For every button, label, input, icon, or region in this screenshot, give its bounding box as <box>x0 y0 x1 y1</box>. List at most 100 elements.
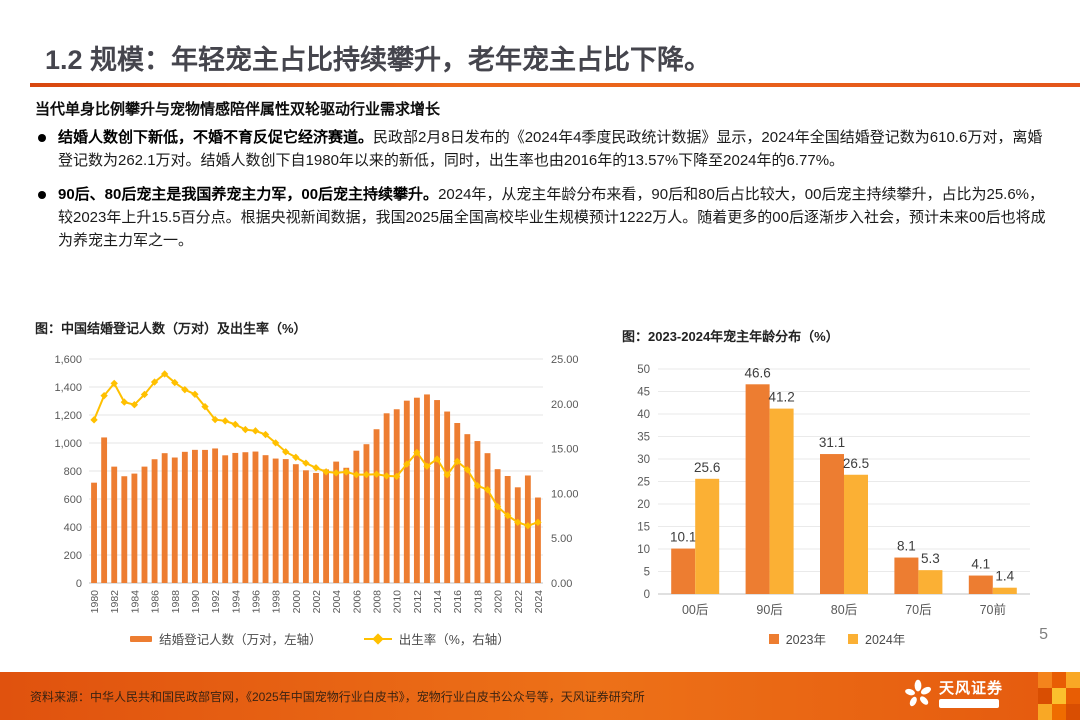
bullet-dot-icon <box>38 134 46 142</box>
svg-text:1992: 1992 <box>210 590 222 614</box>
legend-label: 结婚登记人数（万对，左轴） <box>159 633 322 647</box>
flower-icon <box>905 679 931 707</box>
bullet-list: 结婚人数创下新低，不婚不育反促它经济赛道。民政部2月8日发布的《2024年4季度… <box>38 126 1046 263</box>
svg-text:1982: 1982 <box>109 590 121 614</box>
svg-text:0: 0 <box>644 589 650 601</box>
svg-text:00后: 00后 <box>682 603 708 617</box>
logo-wordmark: 天风证券 <box>939 679 1004 697</box>
svg-text:400: 400 <box>64 522 82 534</box>
svg-text:20.00: 20.00 <box>551 399 579 411</box>
bullet-body: 民政部2月8日发布的《2024年4季度民政统计数据》显示，2024年全国结婚登记… <box>58 129 1043 169</box>
svg-text:70前: 70前 <box>980 602 1006 617</box>
logo-text-block: 天风证券 <box>939 679 1004 708</box>
figure-marriage-birthrate: 图：中国结婚登记人数（万对）及出生率（%） 1,600 1,400 1,200 1,0… <box>35 318 605 648</box>
svg-text:1,400: 1,400 <box>54 382 82 394</box>
bullet-text: 90后、80后宠主是我国养宠主力军，00后宠主持续攀升。2024年，从宠主年龄分… <box>58 183 1046 252</box>
svg-text:600: 600 <box>64 494 82 506</box>
svg-text:10.1: 10.1 <box>670 530 696 545</box>
svg-text:50: 50 <box>637 364 650 376</box>
svg-text:46.6: 46.6 <box>744 365 770 380</box>
svg-text:70后: 70后 <box>905 603 931 617</box>
svg-text:5.00: 5.00 <box>551 533 572 545</box>
svg-text:2024: 2024 <box>533 590 545 614</box>
svg-text:200: 200 <box>64 550 82 562</box>
marriage-birthrate-chart: 1,600 1,400 1,200 1,000 800 600 400 200 0 25.00 20… <box>35 345 605 625</box>
square-swatch-icon <box>848 633 858 644</box>
bullet-body: 2024年，从宠主年龄分布来看，90后和80后占比较大，00后宠主持续攀升，占比… <box>58 186 1046 249</box>
bullet-item: 90后、80后宠主是我国养宠主力军，00后宠主持续攀升。2024年，从宠主年龄分… <box>38 183 1046 252</box>
svg-text:2012: 2012 <box>412 590 424 614</box>
chart-title: 图：2023-2024年宠主年龄分布（%） <box>622 329 839 344</box>
chart-legend: 2023年 2024年 <box>622 629 1052 648</box>
page-number: 5 <box>1039 626 1048 643</box>
bullet-text: 结婚人数创下新低，不婚不育反促它经济赛道。民政部2月8日发布的《2024年4季度… <box>58 126 1046 172</box>
svg-text:1994: 1994 <box>230 590 242 614</box>
owner-age-chart: 0 5 10 15 20 25 30 35 40 45 50 10.1 25.6 00后 46.6 41.2 9… <box>622 353 1052 625</box>
square-swatch-icon <box>768 633 779 644</box>
svg-text:1.4: 1.4 <box>995 569 1014 584</box>
svg-text:1996: 1996 <box>250 590 262 614</box>
svg-text:25.00: 25.00 <box>551 354 579 366</box>
chart-legend: 结婚登记人数（万对，左轴） 出生率（%，右轴） <box>35 629 605 648</box>
svg-text:15: 15 <box>637 522 650 534</box>
chart-title: 图：中国结婚登记人数（万对）及出生率（%） <box>35 321 307 336</box>
legend-label: 2023年 <box>785 633 826 647</box>
svg-text:80后: 80后 <box>831 603 857 617</box>
svg-text:1988: 1988 <box>170 590 182 614</box>
mosaic-decoration <box>1038 672 1080 720</box>
legend-item-birthrate: 出生率（%，右轴） <box>363 629 510 648</box>
section-heading: 当代单身比例攀升与宠物情感陪伴属性双轮驱动行业需求增长 <box>35 101 441 118</box>
legend-item-2024: 2024年 <box>848 629 905 648</box>
svg-text:2006: 2006 <box>351 590 363 614</box>
svg-text:45: 45 <box>637 387 650 399</box>
svg-text:800: 800 <box>64 466 82 478</box>
svg-text:35: 35 <box>637 432 650 444</box>
svg-text:31.1: 31.1 <box>819 435 845 450</box>
svg-text:2004: 2004 <box>331 590 343 614</box>
svg-text:30: 30 <box>637 454 650 466</box>
svg-text:1,000: 1,000 <box>54 438 82 450</box>
svg-text:26.5: 26.5 <box>843 456 869 471</box>
svg-text:2010: 2010 <box>392 590 404 614</box>
svg-text:25: 25 <box>637 477 650 489</box>
svg-text:2018: 2018 <box>472 590 484 614</box>
svg-text:1984: 1984 <box>129 590 141 614</box>
brand-logo: 天风证券 <box>903 679 1003 709</box>
diamond-marker-icon <box>372 632 384 645</box>
svg-text:1,200: 1,200 <box>54 410 82 422</box>
figure-owner-age: 图：2023-2024年宠主年龄分布（%） 0 5 10 15 20 25 30 35 40 45… <box>622 326 1052 648</box>
svg-text:1980: 1980 <box>89 590 101 614</box>
bullet-lead: 90后、80后宠主是我国养宠主力军，00后宠主持续攀升。 <box>58 186 439 203</box>
svg-text:2002: 2002 <box>311 590 323 614</box>
svg-text:2022: 2022 <box>513 590 525 614</box>
footer-bar: 资料来源：中华人民共和国民政部官网，《2025年中国宠物行业白皮书》，宠物行业白… <box>0 672 1080 720</box>
svg-text:4.1: 4.1 <box>971 557 990 572</box>
svg-text:1986: 1986 <box>150 590 162 614</box>
svg-text:2014: 2014 <box>432 590 444 614</box>
legend-label: 出生率（%，右轴） <box>398 633 510 647</box>
bullet-item: 结婚人数创下新低，不婚不育反促它经济赛道。民政部2月8日发布的《2024年4季度… <box>38 126 1046 172</box>
svg-text:10.00: 10.00 <box>551 488 579 500</box>
svg-text:1998: 1998 <box>271 590 283 614</box>
bar-swatch-icon <box>130 635 153 642</box>
svg-text:2016: 2016 <box>452 590 464 614</box>
legend-item-2023: 2023年 <box>768 629 826 648</box>
page-title: 1.2 规模：年轻宠主占比持续攀升，老年宠主占比下降。 <box>45 45 712 75</box>
svg-text:2020: 2020 <box>493 590 505 614</box>
legend-item-marriage: 结婚登记人数（万对，左轴） <box>130 629 322 648</box>
svg-text:8.1: 8.1 <box>897 539 916 554</box>
bullet-dot-icon <box>38 191 46 199</box>
svg-text:15.00: 15.00 <box>551 444 579 456</box>
svg-text:25.6: 25.6 <box>694 460 720 475</box>
legend-label: 2024年 <box>865 633 906 647</box>
svg-text:2000: 2000 <box>291 590 303 614</box>
line-swatch-icon <box>363 632 392 645</box>
svg-text:20: 20 <box>637 499 650 511</box>
svg-text:0: 0 <box>76 578 82 590</box>
svg-text:2008: 2008 <box>372 590 384 614</box>
svg-text:40: 40 <box>637 409 650 421</box>
logo-tagline-box <box>939 698 999 708</box>
svg-text:1990: 1990 <box>190 590 202 614</box>
svg-text:5: 5 <box>644 567 650 579</box>
